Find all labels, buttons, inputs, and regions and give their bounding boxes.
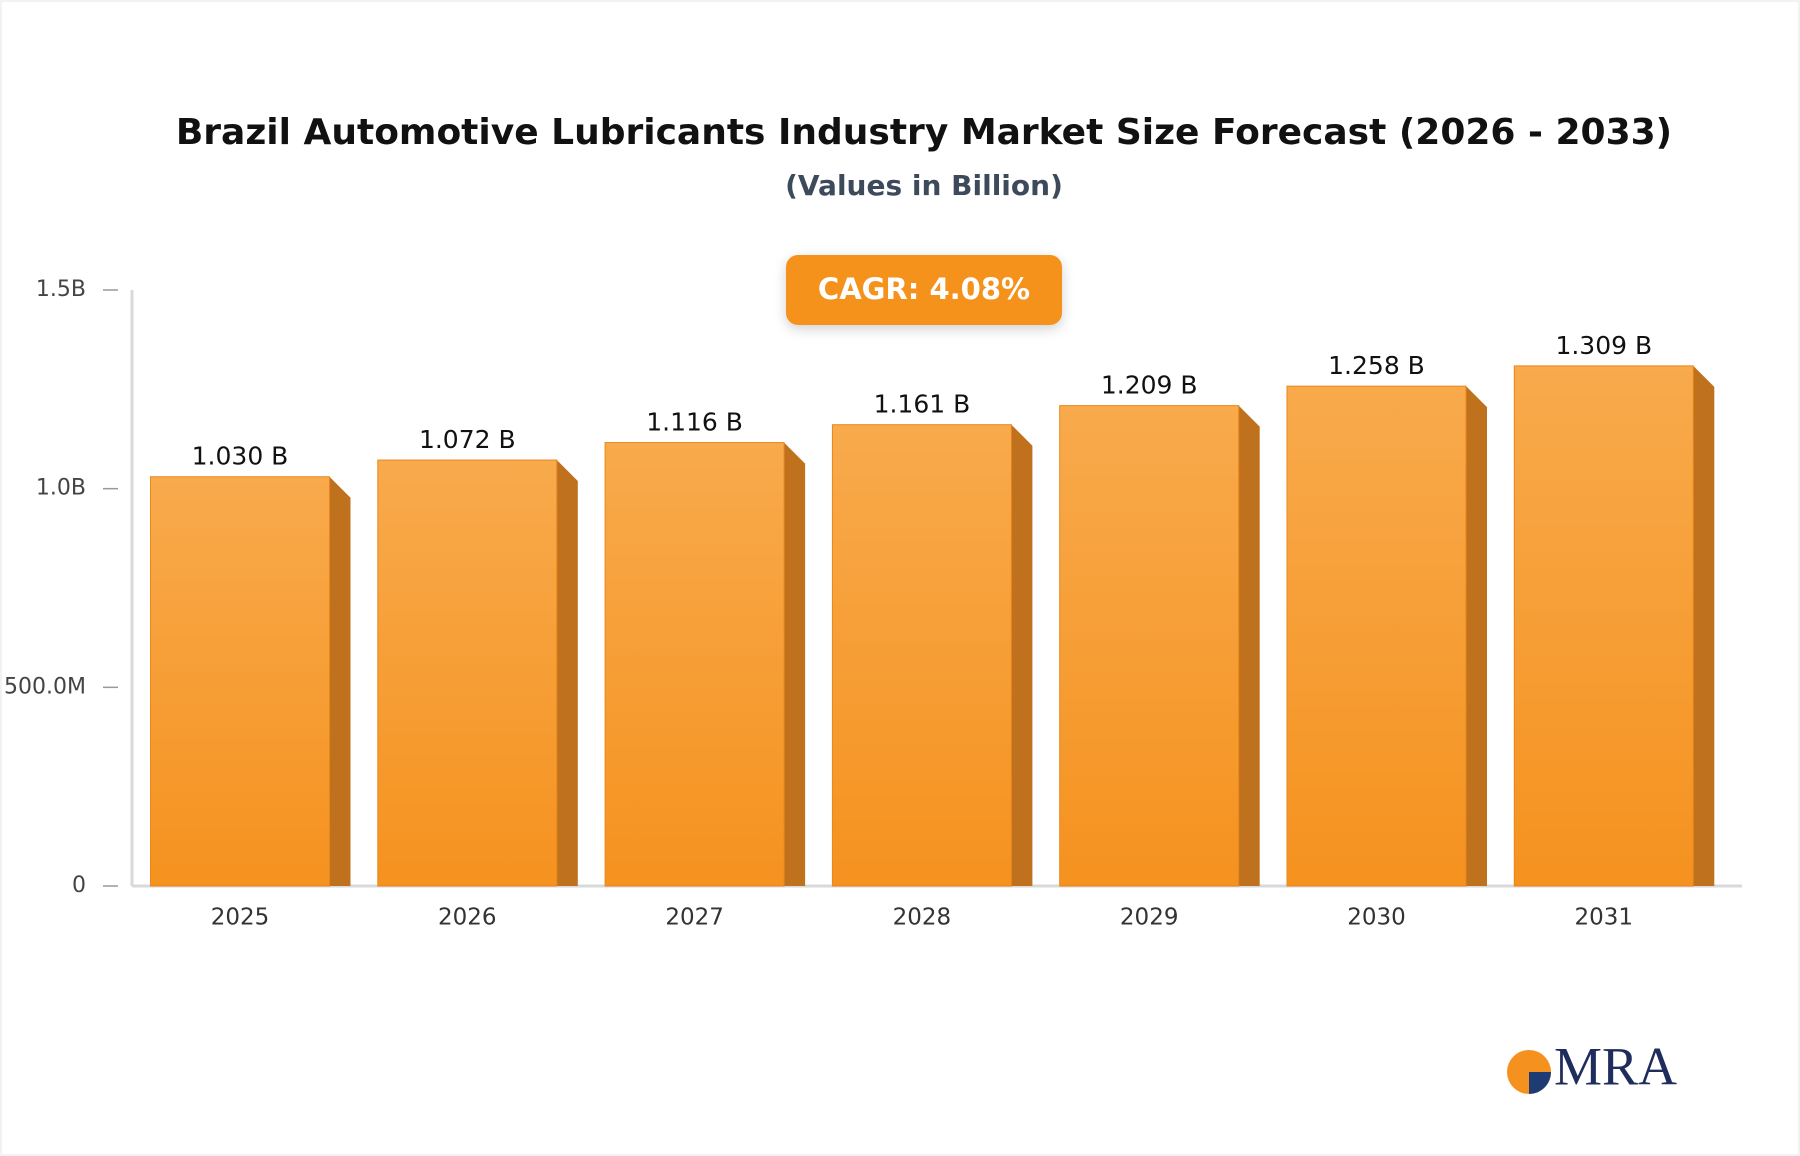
value-label: 1.161 B <box>874 390 971 419</box>
bar-side <box>556 460 578 886</box>
bar-side <box>1466 386 1487 886</box>
bar-side <box>784 442 806 886</box>
x-tick-label: 2027 <box>665 905 724 931</box>
bar-side <box>1238 405 1260 886</box>
bar <box>150 476 330 887</box>
value-label: 1.258 B <box>1328 351 1425 380</box>
value-label: 1.116 B <box>646 408 743 437</box>
chart-title: Brazil Automotive Lubricants Industry Ma… <box>176 112 1672 153</box>
y-tick-label: 1.5B <box>36 277 86 302</box>
x-tick-label: 2029 <box>1120 905 1179 931</box>
bar <box>1513 365 1694 887</box>
x-tick-label: 2025 <box>211 905 270 931</box>
logo: MRA <box>1507 1036 1677 1096</box>
bar <box>377 459 558 887</box>
value-label: 1.072 B <box>419 425 516 454</box>
bar <box>831 424 1012 887</box>
bar-side <box>329 476 351 886</box>
x-tick-label: 2028 <box>893 905 952 931</box>
bar <box>1059 405 1240 887</box>
value-label: 1.030 B <box>192 442 289 471</box>
cagr-badge <box>786 255 1062 325</box>
bar <box>1286 385 1467 887</box>
bar <box>604 442 785 887</box>
y-tick-label: 0 <box>72 873 86 898</box>
value-label: 1.209 B <box>1101 371 1198 400</box>
y-tick-label: 1.0B <box>36 476 86 501</box>
cagr-label: CAGR: 4.08% <box>818 272 1030 306</box>
bar-side <box>1011 424 1033 886</box>
chart-subtitle: (Values in Billion) <box>785 169 1063 202</box>
bar-side <box>1693 365 1715 887</box>
y-tick-label: 500.0M <box>4 674 86 699</box>
x-tick-label: 2026 <box>438 905 497 931</box>
value-label: 1.309 B <box>1555 331 1652 360</box>
x-tick-label: 2031 <box>1575 905 1634 931</box>
logo-icon-slice <box>1529 1072 1551 1094</box>
logo-text: MRA <box>1554 1036 1677 1096</box>
x-tick-label: 2030 <box>1347 905 1406 931</box>
